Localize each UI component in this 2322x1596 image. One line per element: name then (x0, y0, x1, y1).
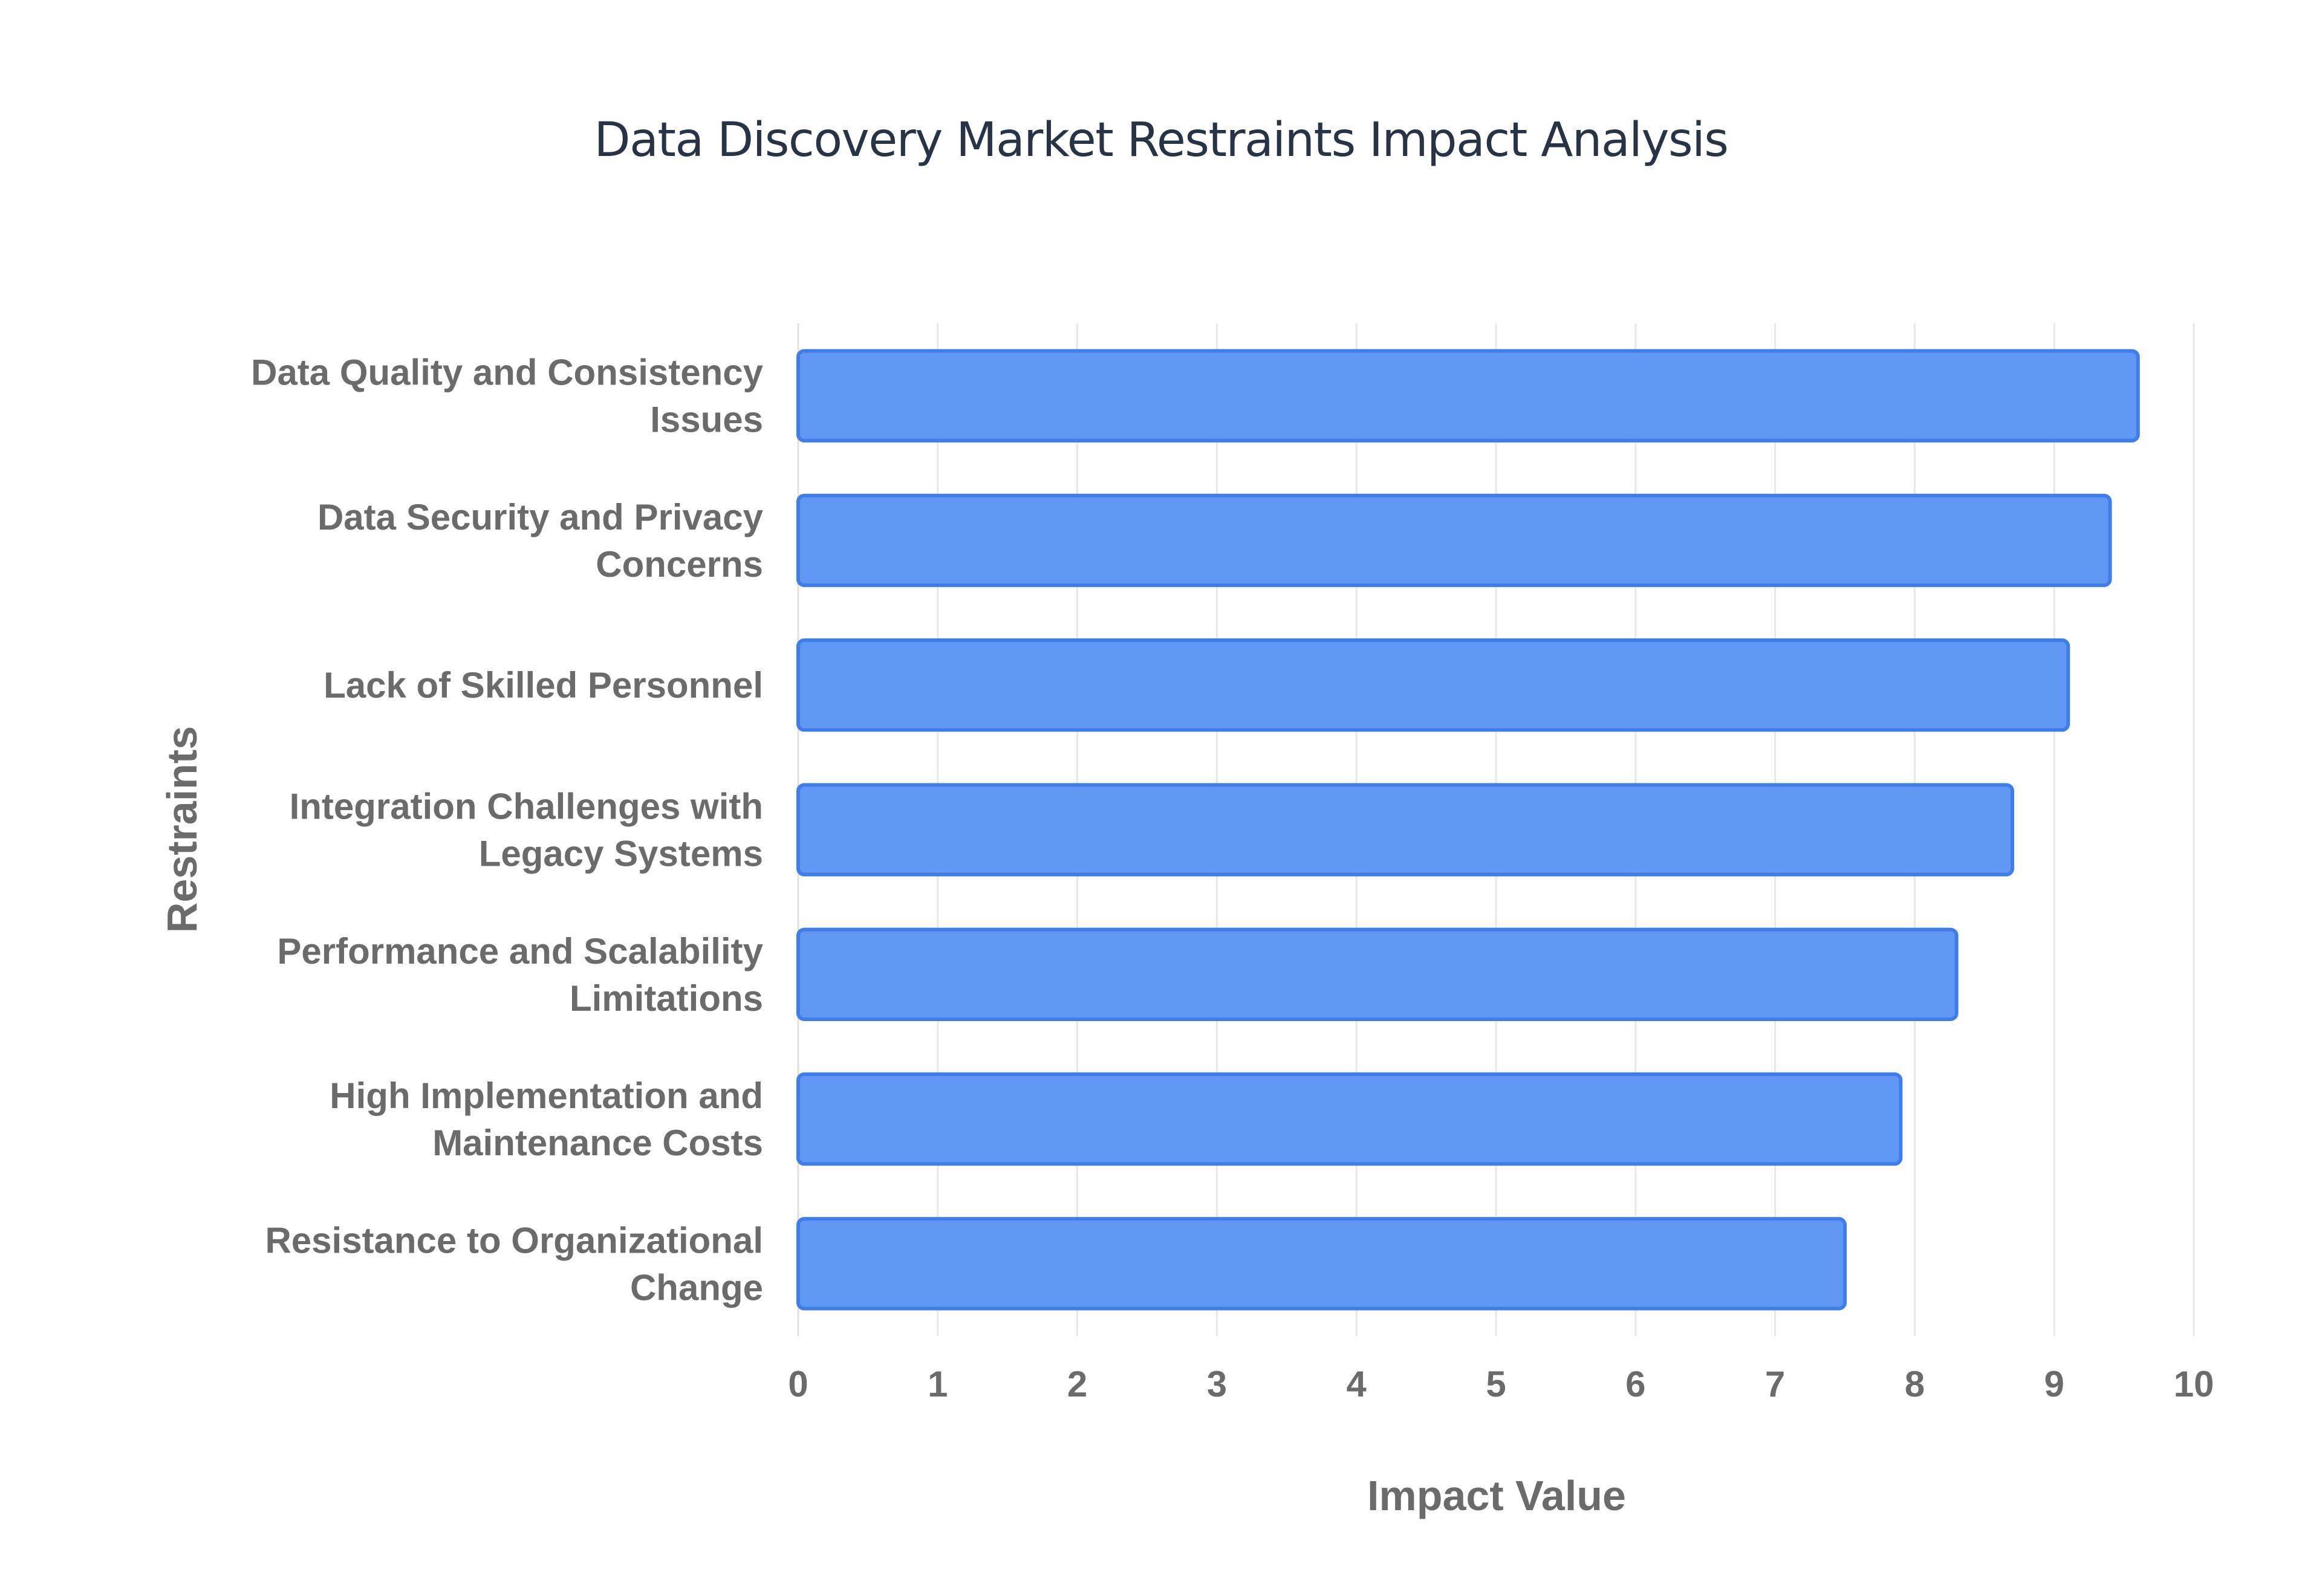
y-axis-title: Restraints (158, 726, 206, 933)
x-tick-label: 2 (1067, 1364, 1087, 1404)
bar-2 (796, 493, 2112, 588)
category-label: Data Security and Privacy Concerns (317, 497, 764, 585)
bar-3 (796, 638, 2070, 732)
x-tick-label: 5 (1486, 1364, 1506, 1404)
x-tick-label: 7 (1765, 1364, 1785, 1404)
category-labels: Data Quality and Consistency Issues Data S… (251, 352, 764, 1308)
x-tick-labels: 0 1 2 3 4 5 6 7 8 9 10 (788, 1364, 2214, 1404)
x-tick-label: 1 (928, 1364, 948, 1404)
x-tick-label: 10 (2174, 1364, 2214, 1404)
bar-1 (796, 349, 2140, 443)
bar-6 (796, 1072, 1903, 1166)
bar-7 (796, 1217, 1847, 1311)
x-tick-label: 4 (1347, 1364, 1367, 1404)
bar-4 (796, 783, 2014, 877)
x-tick-label: 8 (1905, 1364, 1925, 1404)
x-axis-title: Impact Value (1367, 1472, 1626, 1519)
category-label: Performance and Scalability Limitations (277, 931, 763, 1019)
category-label: Resistance to Organizational Change (265, 1220, 763, 1308)
bars (796, 349, 2140, 1311)
category-label: Integration Challenges with Legacy System… (290, 787, 763, 874)
chart-title: Data Discovery Market Restraints Impact … (594, 113, 1728, 167)
x-tick-label: 3 (1207, 1364, 1227, 1404)
bar-5 (796, 927, 1959, 1021)
x-tick-label: 9 (2044, 1364, 2064, 1404)
category-label: Data Quality and Consistency Issues (251, 352, 764, 440)
x-tick-label: 0 (788, 1364, 808, 1404)
x-tick-label: 6 (1625, 1364, 1645, 1404)
category-label: Lack of Skilled Personnel (324, 665, 763, 706)
category-label: High Implementation and Maintenance Costs (330, 1075, 763, 1163)
